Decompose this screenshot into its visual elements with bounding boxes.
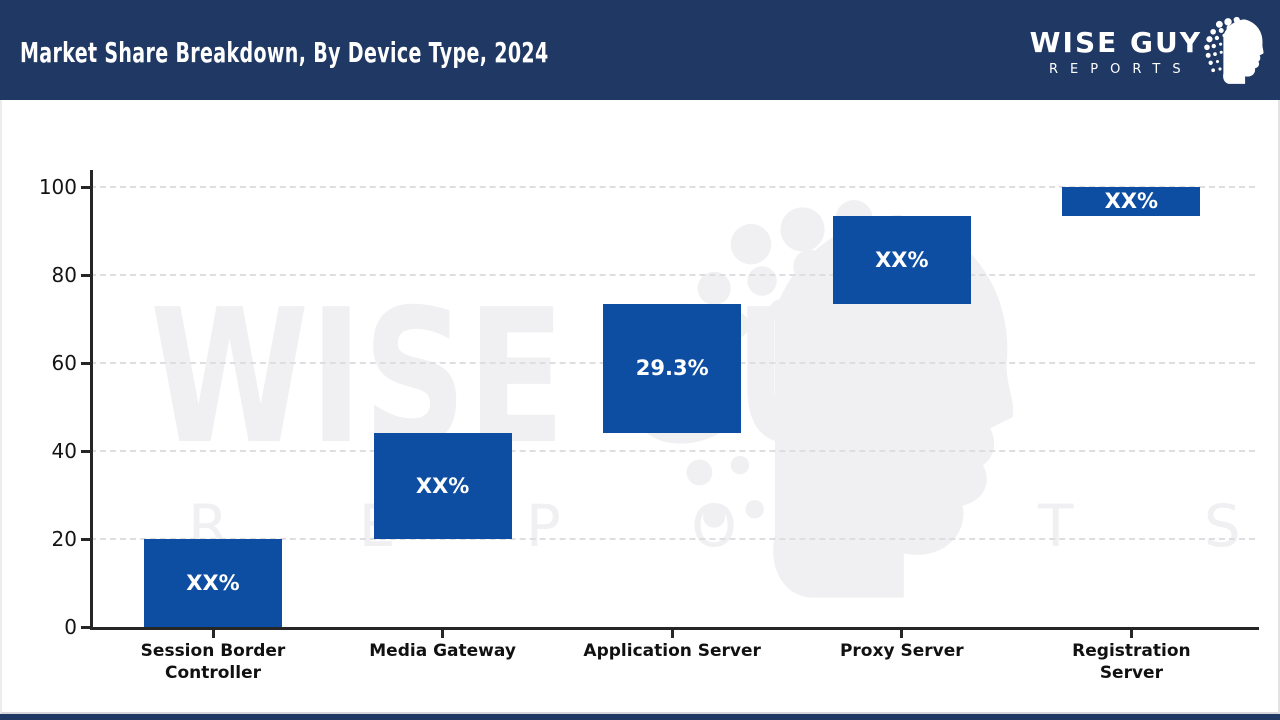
x-tick-mark [670, 630, 674, 638]
x-tick-mark [900, 630, 904, 638]
y-tick-mark [81, 274, 90, 277]
bar-value-label: 29.3% [635, 356, 709, 381]
category-label-registration-server: Registration Server [1072, 641, 1191, 683]
logo-face-icon [1204, 16, 1264, 84]
y-axis [90, 170, 93, 630]
bar-proxy-server: XX% [832, 215, 971, 305]
logo-wordmark: WISE GUY [1029, 25, 1202, 59]
y-tick-mark [81, 626, 90, 629]
y-tick-label: 100 [38, 175, 77, 199]
page-title: Market Share Breakdown, By Device Type, … [20, 36, 549, 69]
y-tick-mark [81, 362, 90, 365]
y-tick-mark [81, 186, 90, 189]
category-label-application-server: Application Server [583, 641, 761, 661]
x-tick-mark [441, 630, 445, 638]
bar-application-server: 29.3% [603, 304, 742, 433]
bar-value-label: XX% [415, 473, 470, 498]
x-axis [90, 627, 1259, 630]
y-tick-mark [81, 450, 90, 453]
bar-value-label: XX% [186, 571, 240, 595]
bar-registration-server: XX% [1062, 187, 1201, 216]
logo-text: WISE GUY REPORTS [1030, 26, 1202, 77]
gridline-20 [90, 538, 1255, 540]
y-tick-label: 80 [51, 263, 77, 287]
category-label-media-gateway: Media Gateway [369, 641, 516, 661]
category-label-session-border-controller: Session Border Controller [140, 641, 286, 683]
x-tick-mark [211, 630, 215, 638]
bar-value-label: XX% [875, 247, 929, 272]
bar-chart: 0 20 40 60 80 100 XX% Session Border Controller… [2, 100, 1278, 712]
logo-subtitle: REPORTS [1049, 61, 1193, 77]
y-tick-label: 60 [51, 351, 77, 375]
header: Market Share Breakdown, By Device Type, … [0, 0, 1280, 100]
wise-guy-logo: WISE GUY REPORTS [1030, 9, 1264, 93]
chart-area: WISE GUY R E P O R T S 0 20 40 60 80 100 XX% Se… [0, 100, 1280, 714]
y-tick-label: 20 [51, 527, 77, 551]
y-tick-mark [81, 538, 90, 541]
bar-value-label: XX% [1104, 189, 1159, 214]
y-tick-label: 0 [64, 615, 77, 639]
gridline-40 [90, 450, 1255, 452]
x-tick-mark [1129, 630, 1133, 638]
bar-session-border-controller: XX% [144, 539, 282, 627]
footer-bar [0, 714, 1280, 720]
bar-media-gateway: XX% [373, 432, 512, 539]
category-label-proxy-server: Proxy Server [839, 641, 964, 661]
gridline-80 [90, 274, 1255, 276]
gridline-100 [90, 186, 1255, 188]
y-tick-label: 40 [51, 439, 77, 463]
